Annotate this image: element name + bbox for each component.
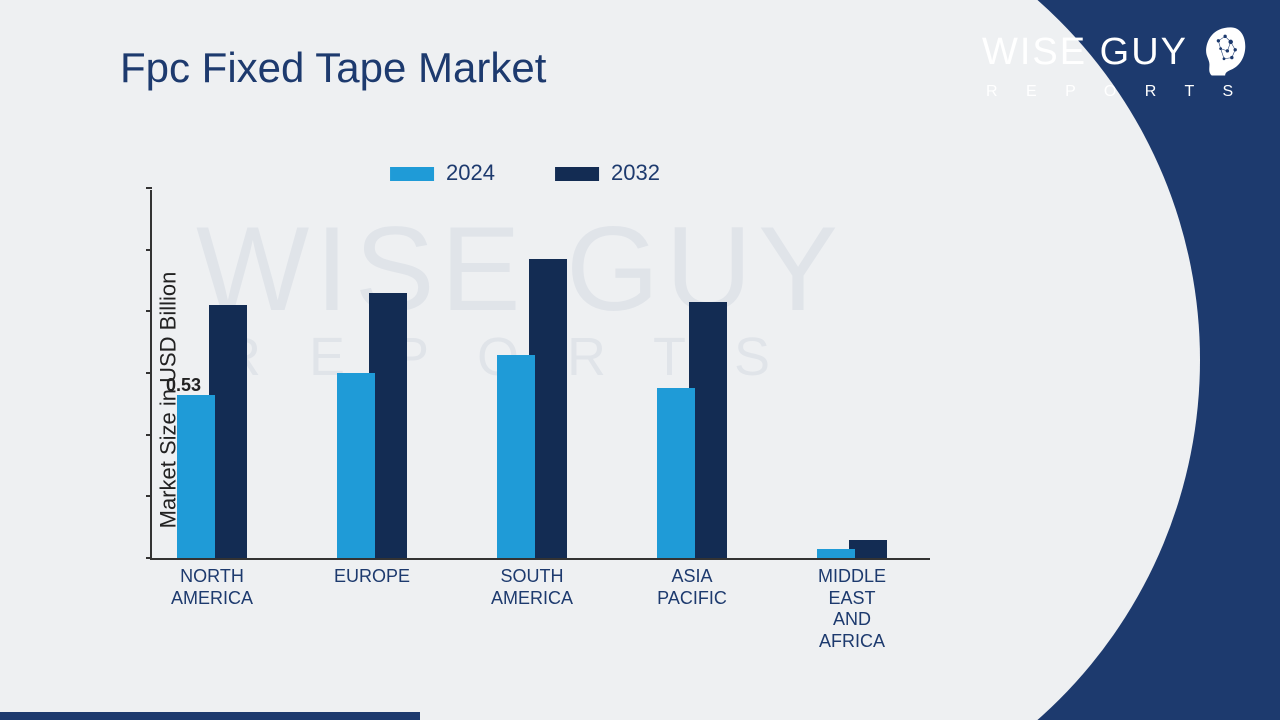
y-tick <box>146 495 152 497</box>
bar-group: ASIAPACIFIC <box>632 302 752 558</box>
category-label: MIDDLEEASTANDAFRICA <box>782 566 922 652</box>
category-label: EUROPE <box>302 566 442 588</box>
legend-swatch <box>555 167 599 181</box>
brand-line1: WISE GUY <box>982 33 1188 71</box>
brand-logo: WISE GUY R E P O R T S <box>982 24 1252 100</box>
page-title: Fpc Fixed Tape Market <box>120 44 546 92</box>
brand-head-icon <box>1196 24 1252 80</box>
bar-group: EUROPE <box>312 293 432 558</box>
bar <box>497 355 535 559</box>
legend-swatch <box>390 167 434 181</box>
legend-item: 2024 <box>390 160 495 186</box>
bottom-accent-bar <box>0 712 420 720</box>
y-tick <box>146 434 152 436</box>
y-tick <box>146 187 152 189</box>
y-tick <box>146 249 152 251</box>
bar <box>337 373 375 558</box>
bar <box>817 549 855 558</box>
plot-area: NORTHAMERICA EUROPE SOUTHAMERICA ASIAPACIFI… <box>150 190 930 560</box>
bar-group: MIDDLEEASTANDAFRICA <box>792 540 912 559</box>
category-label: SOUTHAMERICA <box>462 566 602 609</box>
category-label: ASIAPACIFIC <box>622 566 762 609</box>
legend-item: 2032 <box>555 160 660 186</box>
bar-group: SOUTHAMERICA <box>472 259 592 558</box>
right-band <box>960 0 1280 720</box>
legend: 2024 2032 <box>390 160 660 186</box>
stage: WISE GUY R E P O R T S WISE GUY RE <box>0 0 1280 720</box>
value-label: 0.53 <box>166 375 201 396</box>
bar <box>177 395 215 558</box>
legend-label: 2032 <box>611 160 660 185</box>
y-tick <box>146 310 152 312</box>
y-tick <box>146 372 152 374</box>
bar <box>657 388 695 558</box>
chart-container: 20242032 Market Size in USD Billion NORT… <box>100 160 950 640</box>
bar-group: NORTHAMERICA <box>152 305 272 558</box>
brand-line2: R E P O R T S <box>982 84 1252 100</box>
legend-label: 2024 <box>446 160 495 185</box>
y-tick <box>146 557 152 559</box>
category-label: NORTHAMERICA <box>142 566 282 609</box>
